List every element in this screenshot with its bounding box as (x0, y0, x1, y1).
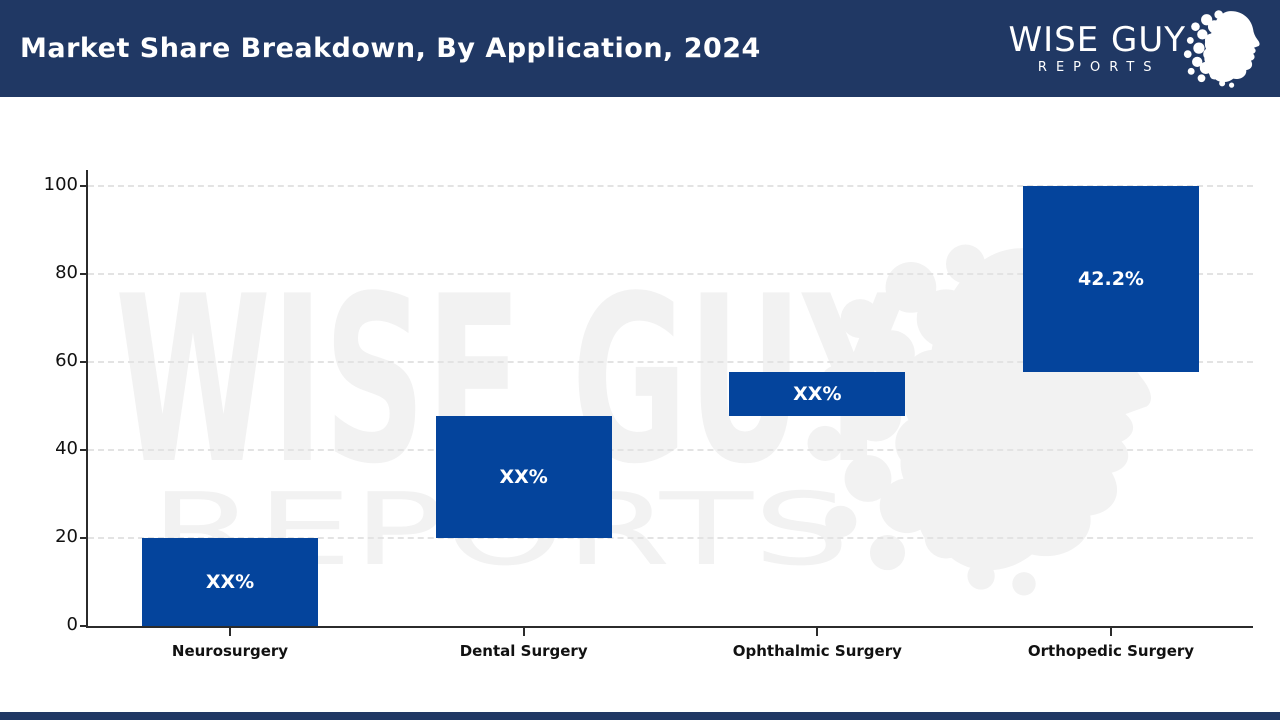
bar-3: 42.2% (1023, 186, 1199, 372)
page-title: Market Share Breakdown, By Application, … (20, 33, 761, 64)
y-tick-label-40: 40 (55, 438, 78, 459)
y-tick-label-0: 0 (66, 614, 78, 635)
x-tick-mark-3 (1110, 628, 1112, 636)
x-tick-label-1: Dental Surgery (459, 642, 588, 660)
bar-value-label-2: XX% (793, 382, 842, 405)
y-tick-mark-80 (80, 273, 88, 275)
footer-bar (0, 712, 1280, 720)
bar-value-label-1: XX% (499, 465, 548, 488)
gridline-100 (88, 185, 1253, 187)
y-tick-mark-60 (80, 361, 88, 363)
plot: 0 20 40 60 80 100 XX% Neurosurgery XX% Dental Sur… (0, 97, 1280, 712)
bar-0: XX% (142, 538, 318, 626)
bar-1: XX% (435, 415, 612, 538)
y-tick-mark-20 (80, 537, 88, 539)
y-axis-line (86, 170, 88, 628)
x-axis-line (86, 626, 1253, 628)
wiseguy-face-icon (1180, 6, 1266, 92)
x-tick-mark-2 (816, 628, 819, 636)
logo-text: WISE GUY REPORTS (1008, 23, 1186, 74)
gridline-40 (88, 449, 1253, 451)
chart-area: WISE GUY REPORTS 020406080100XX%Neurosur… (0, 97, 1280, 712)
x-tick-mark-0 (229, 628, 231, 636)
y-tick-label-60: 60 (55, 350, 78, 371)
bar-2: XX% (729, 371, 906, 416)
header-bar: Market Share Breakdown, By Application, … (0, 0, 1280, 97)
y-tick-mark-40 (80, 449, 88, 451)
logo-secondary-label: REPORTS (1037, 60, 1161, 75)
wiseguy-logo: WISE GUY REPORTS (1008, 6, 1266, 92)
gridline-60 (88, 361, 1253, 363)
y-tick-mark-0 (80, 625, 88, 627)
x-tick-label-2: Ophthalmic Surgery (732, 642, 902, 660)
y-tick-label-20: 20 (55, 526, 78, 547)
x-tick-label-0: Neurosurgery (171, 642, 289, 660)
y-tick-label-80: 80 (55, 262, 78, 283)
logo-primary-label: WISE GUY (1008, 20, 1186, 60)
x-tick-mark-1 (522, 628, 525, 636)
x-tick-label-3: Orthopedic Surgery (1027, 642, 1195, 660)
bar-value-label-3: 42.2% (1078, 267, 1144, 290)
y-tick-mark-100 (80, 185, 88, 187)
bar-value-label-0: XX% (205, 571, 255, 593)
y-tick-label-100: 100 (43, 174, 78, 195)
gridline-20 (88, 537, 1253, 539)
gridline-80 (88, 273, 1253, 275)
